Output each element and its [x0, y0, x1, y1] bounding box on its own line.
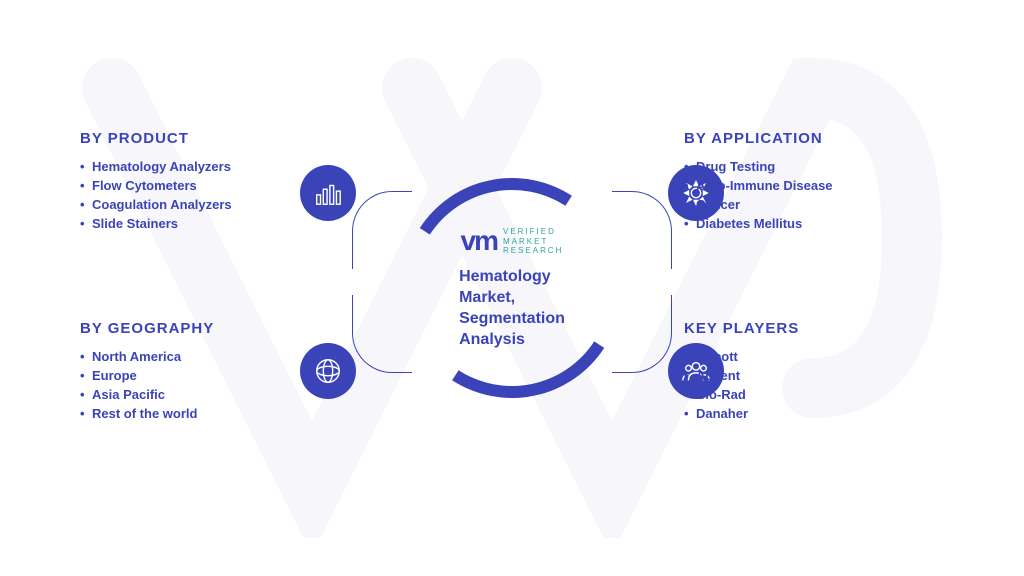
- list-item: Slide Stainers: [80, 216, 340, 231]
- list-item: Asia Pacific: [80, 387, 340, 402]
- list-item: Danaher: [684, 406, 944, 421]
- segment-product-list: Hematology Analyzers Flow Cytometers Coa…: [80, 159, 340, 231]
- list-item: Coagulation Analyzers: [80, 197, 340, 212]
- segment-players-list: Abbott Agilent Bio-Rad Danaher: [684, 349, 944, 421]
- connector-top-right: [612, 191, 672, 269]
- center-hub: vm VERIFIED MARKET RESEARCH Hematology M…: [392, 168, 632, 408]
- list-item: Europe: [80, 368, 340, 383]
- segment-application: BY APPLICATION Drug Testing Auto-Immune …: [684, 130, 944, 235]
- list-item: Bio-Rad: [684, 387, 944, 402]
- list-item: Abbott: [684, 349, 944, 364]
- list-item: Auto-Immune Disease: [684, 178, 944, 193]
- connector-bottom-right: [612, 295, 672, 373]
- segment-geography-list: North America Europe Asia Pacific Rest o…: [80, 349, 340, 421]
- list-item: North America: [80, 349, 340, 364]
- list-item: Drug Testing: [684, 159, 944, 174]
- list-item: Hematology Analyzers: [80, 159, 340, 174]
- list-item: Flow Cytometers: [80, 178, 340, 193]
- segment-application-list: Drug Testing Auto-Immune Disease Cancer …: [684, 159, 944, 231]
- list-item: Cancer: [684, 197, 944, 212]
- segment-product-title: BY PRODUCT: [80, 130, 340, 147]
- list-item: Agilent: [684, 368, 944, 383]
- connector-top-left: [352, 191, 412, 269]
- segment-product: BY PRODUCT Hematology Analyzers Flow Cyt…: [80, 130, 340, 235]
- diagram-container: vm VERIFIED MARKET RESEARCH Hematology M…: [0, 0, 1024, 576]
- connector-bottom-left: [352, 295, 412, 373]
- list-item: Diabetes Mellitus: [684, 216, 944, 231]
- segment-players: KEY PLAYERS Abbott Agilent Bio-Rad Danah…: [684, 320, 944, 425]
- segment-geography: BY GEOGRAPHY North America Europe Asia P…: [80, 320, 340, 425]
- segment-application-title: BY APPLICATION: [684, 130, 944, 147]
- segment-players-title: KEY PLAYERS: [684, 320, 944, 337]
- arc-bottom: [382, 158, 643, 419]
- list-item: Rest of the world: [80, 406, 340, 421]
- segment-geography-title: BY GEOGRAPHY: [80, 320, 340, 337]
